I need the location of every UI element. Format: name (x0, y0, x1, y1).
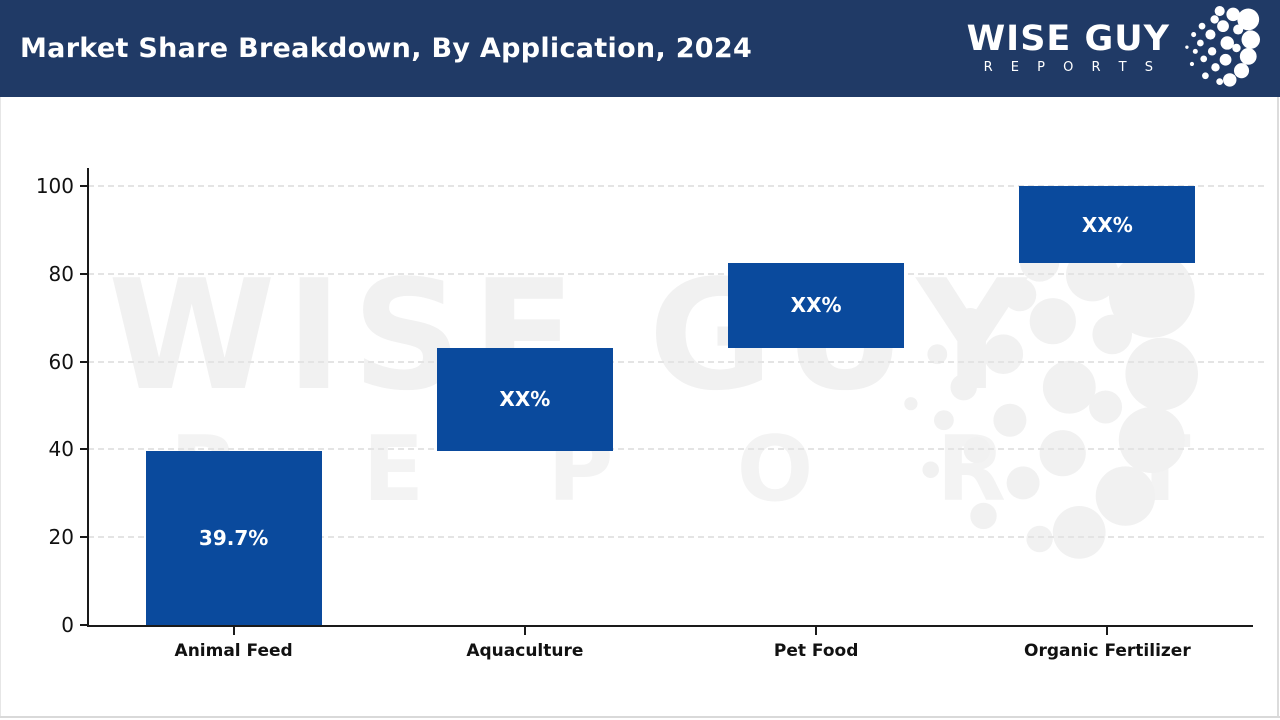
gridline-100 (88, 185, 1264, 187)
category-label: Organic Fertilizer (1024, 641, 1191, 661)
bar-value-label: 39.7% (198, 525, 269, 550)
bar-organic-fertilizer: XX% (1019, 186, 1196, 264)
left-border-line (0, 97, 1, 718)
bar-value-label: XX% (499, 387, 551, 412)
y-axis-tick (80, 624, 88, 626)
watermark-subtitle: R E P O R T S (170, 417, 1280, 522)
x-axis-tick (1106, 627, 1109, 635)
category-label: Pet Food (773, 641, 859, 661)
gridline-40 (88, 448, 1264, 451)
y-axis-tick-label: 0 (61, 613, 74, 637)
logo-subtitle: R E P O R T S (983, 59, 1160, 75)
category-label: Aquaculture (466, 641, 584, 661)
logo-face-dots-icon (1185, 6, 1260, 87)
y-axis-tick-label: 80 (48, 261, 74, 286)
y-axis-tick (80, 536, 88, 539)
y-axis-tick (80, 185, 88, 187)
x-axis-line (87, 625, 1253, 627)
chart-area: WISE GUY R E P O R T S 02040608010039.7%… (0, 97, 1280, 720)
bar-pet-food: XX% (728, 263, 905, 348)
chart-title: Market Share Breakdown, By Application, … (20, 33, 753, 64)
x-axis-tick (523, 627, 526, 635)
y-axis-tick (80, 448, 88, 451)
bar-aquaculture: XX% (436, 347, 613, 451)
wise-guy-logo: WISE GUY R E P O R T S (967, 6, 1262, 90)
bar-value-label: XX% (790, 293, 842, 318)
y-axis-tick-label: 40 (48, 437, 74, 462)
x-axis-tick (232, 627, 235, 635)
right-border-line (1277, 97, 1279, 718)
bar-animal-feed: 39.7% (145, 450, 322, 625)
y-axis-tick-label: 100 (35, 174, 74, 198)
y-axis-line (87, 168, 89, 627)
x-axis-tick (815, 627, 818, 635)
bar-value-label: XX% (1081, 212, 1133, 237)
y-axis-tick (80, 272, 88, 275)
gridline-60 (88, 360, 1264, 363)
y-axis-tick (80, 360, 88, 363)
logo-wordmark: WISE GUY (966, 19, 1170, 60)
y-axis-tick-label: 20 (48, 525, 74, 550)
y-axis-tick-label: 60 (48, 349, 74, 374)
category-label: Animal Feed (174, 641, 293, 661)
header-bar: Market Share Breakdown, By Application, … (0, 0, 1280, 97)
logo-text: WISE GUY R E P O R T S (967, 21, 1170, 75)
gridline-20 (88, 536, 1264, 539)
bottom-border-line (0, 716, 1280, 718)
gridline-80 (88, 272, 1264, 275)
